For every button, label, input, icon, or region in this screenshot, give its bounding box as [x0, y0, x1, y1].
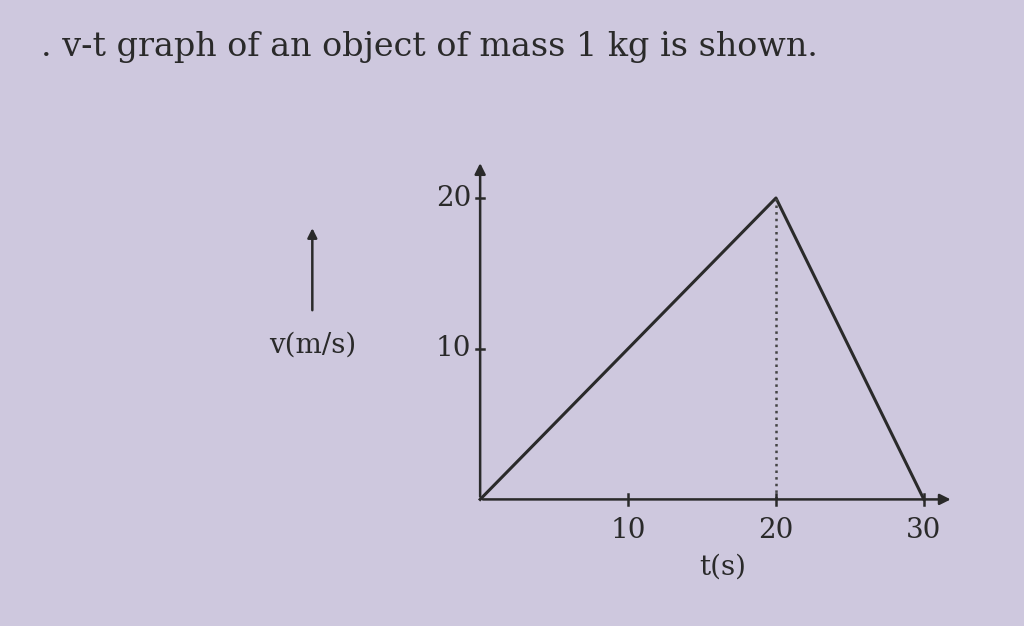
- Text: 10: 10: [436, 335, 471, 362]
- Text: . v-t graph of an object of mass 1 kg is shown.: . v-t graph of an object of mass 1 kg is…: [41, 31, 818, 63]
- Text: 30: 30: [906, 518, 941, 545]
- Text: v(m/s): v(m/s): [268, 332, 356, 359]
- Text: t(s): t(s): [699, 554, 746, 581]
- Text: 20: 20: [436, 185, 471, 212]
- Text: 20: 20: [759, 518, 794, 545]
- Text: 10: 10: [610, 518, 646, 545]
